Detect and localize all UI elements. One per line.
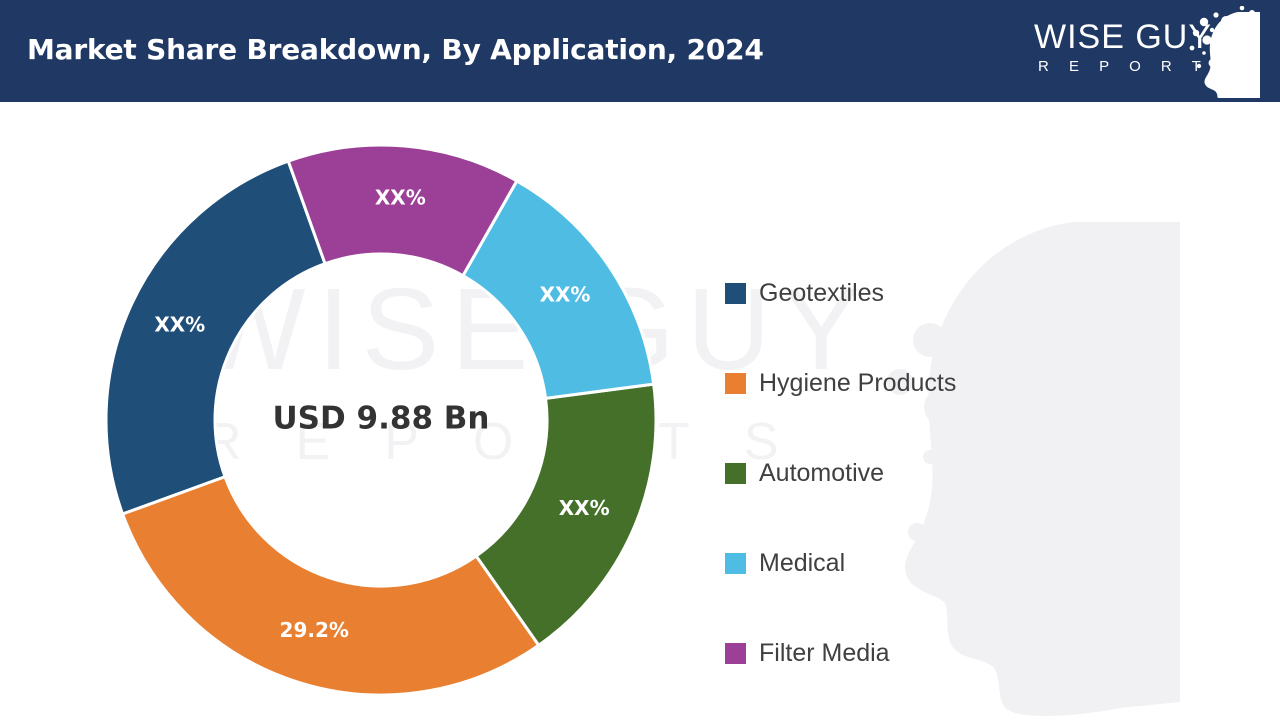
donut-slice-labels: XX% 29.2% XX% XX% XX% xyxy=(154,185,609,642)
slice-label-filter-media: XX% xyxy=(375,185,426,209)
legend-swatch-icon xyxy=(725,552,746,574)
logo-wordmark-primary: WISE GUY xyxy=(1034,18,1213,56)
legend-swatch-icon xyxy=(725,642,746,664)
legend-item-label: Geotextiles xyxy=(759,278,885,307)
donut-center-value: USD 9.88 Bn xyxy=(273,401,490,437)
legend-item-automotive[interactable]: Automotive xyxy=(725,428,1155,518)
page-title: Market Share Breakdown, By Application, … xyxy=(27,33,764,66)
donut-slice-hygiene-products[interactable] xyxy=(120,474,541,697)
donut-slice-geotextiles[interactable] xyxy=(104,159,327,516)
legend-item-label: Medical xyxy=(759,548,846,577)
slice-label-automotive: XX% xyxy=(559,496,610,520)
legend-swatch-icon xyxy=(725,462,746,484)
donut-slices xyxy=(104,143,658,697)
donut-slice-automotive[interactable] xyxy=(474,382,658,648)
legend-swatch-icon xyxy=(725,282,746,304)
legend-item-label: Filter Media xyxy=(759,638,890,667)
donut-chart: XX% 29.2% XX% XX% XX% USD 9.88 Bn xyxy=(0,102,720,720)
legend-swatch-icon xyxy=(725,372,746,394)
legend-item-label: Hygiene Products xyxy=(759,368,957,397)
donut-chart-svg: XX% 29.2% XX% XX% XX% USD 9.88 Bn xyxy=(104,143,658,697)
slice-label-medical: XX% xyxy=(540,282,591,306)
dotted-head-icon xyxy=(1189,6,1260,98)
chart-legend: Geotextiles Hygiene Products Automotive Med… xyxy=(725,248,1155,698)
legend-item-label: Automotive xyxy=(759,458,885,487)
slice-label-hygiene-products: 29.2% xyxy=(280,618,349,642)
donut-slice-medical[interactable] xyxy=(460,178,656,401)
logo-wordmark-secondary: R E P O R T S xyxy=(1038,58,1239,75)
slice-label-geotextiles: XX% xyxy=(154,313,205,337)
legend-item-geotextiles[interactable]: Geotextiles xyxy=(725,248,1155,338)
legend-item-hygiene-products[interactable]: Hygiene Products xyxy=(725,338,1155,428)
legend-item-filter-media[interactable]: Filter Media xyxy=(725,608,1155,698)
legend-item-medical[interactable]: Medical xyxy=(725,518,1155,608)
header-bar: Market Share Breakdown, By Application, … xyxy=(0,0,1280,102)
donut-slice-filter-media[interactable] xyxy=(286,143,519,278)
brand-logo: WISE GUY R E P O R T S xyxy=(1026,4,1274,98)
